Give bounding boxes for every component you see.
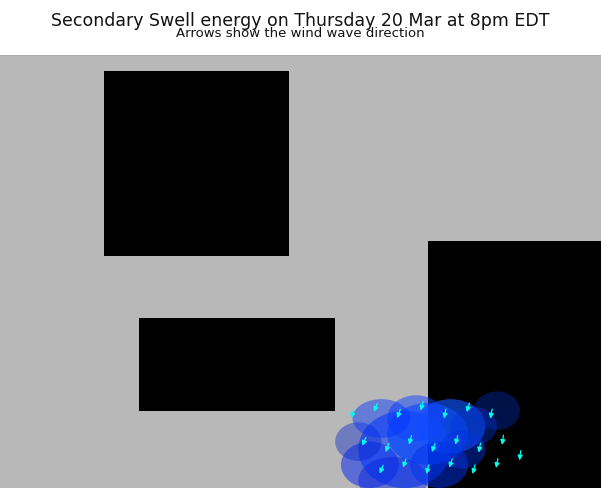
Ellipse shape xyxy=(410,442,468,488)
Ellipse shape xyxy=(439,430,486,468)
Polygon shape xyxy=(139,318,335,411)
Ellipse shape xyxy=(451,407,497,446)
Ellipse shape xyxy=(353,399,410,438)
Ellipse shape xyxy=(358,457,428,488)
Ellipse shape xyxy=(335,423,382,461)
Ellipse shape xyxy=(341,442,398,488)
Ellipse shape xyxy=(358,411,451,488)
Ellipse shape xyxy=(474,391,520,430)
Text: Secondary Swell energy on Thursday 20 Mar at 8pm EDT: Secondary Swell energy on Thursday 20 Ma… xyxy=(51,12,550,30)
Ellipse shape xyxy=(387,403,468,465)
Text: Arrows show the wind wave direction: Arrows show the wind wave direction xyxy=(176,27,425,40)
Polygon shape xyxy=(428,241,601,488)
FancyBboxPatch shape xyxy=(0,52,601,488)
Ellipse shape xyxy=(416,399,486,453)
Polygon shape xyxy=(104,72,289,257)
Ellipse shape xyxy=(387,395,445,442)
